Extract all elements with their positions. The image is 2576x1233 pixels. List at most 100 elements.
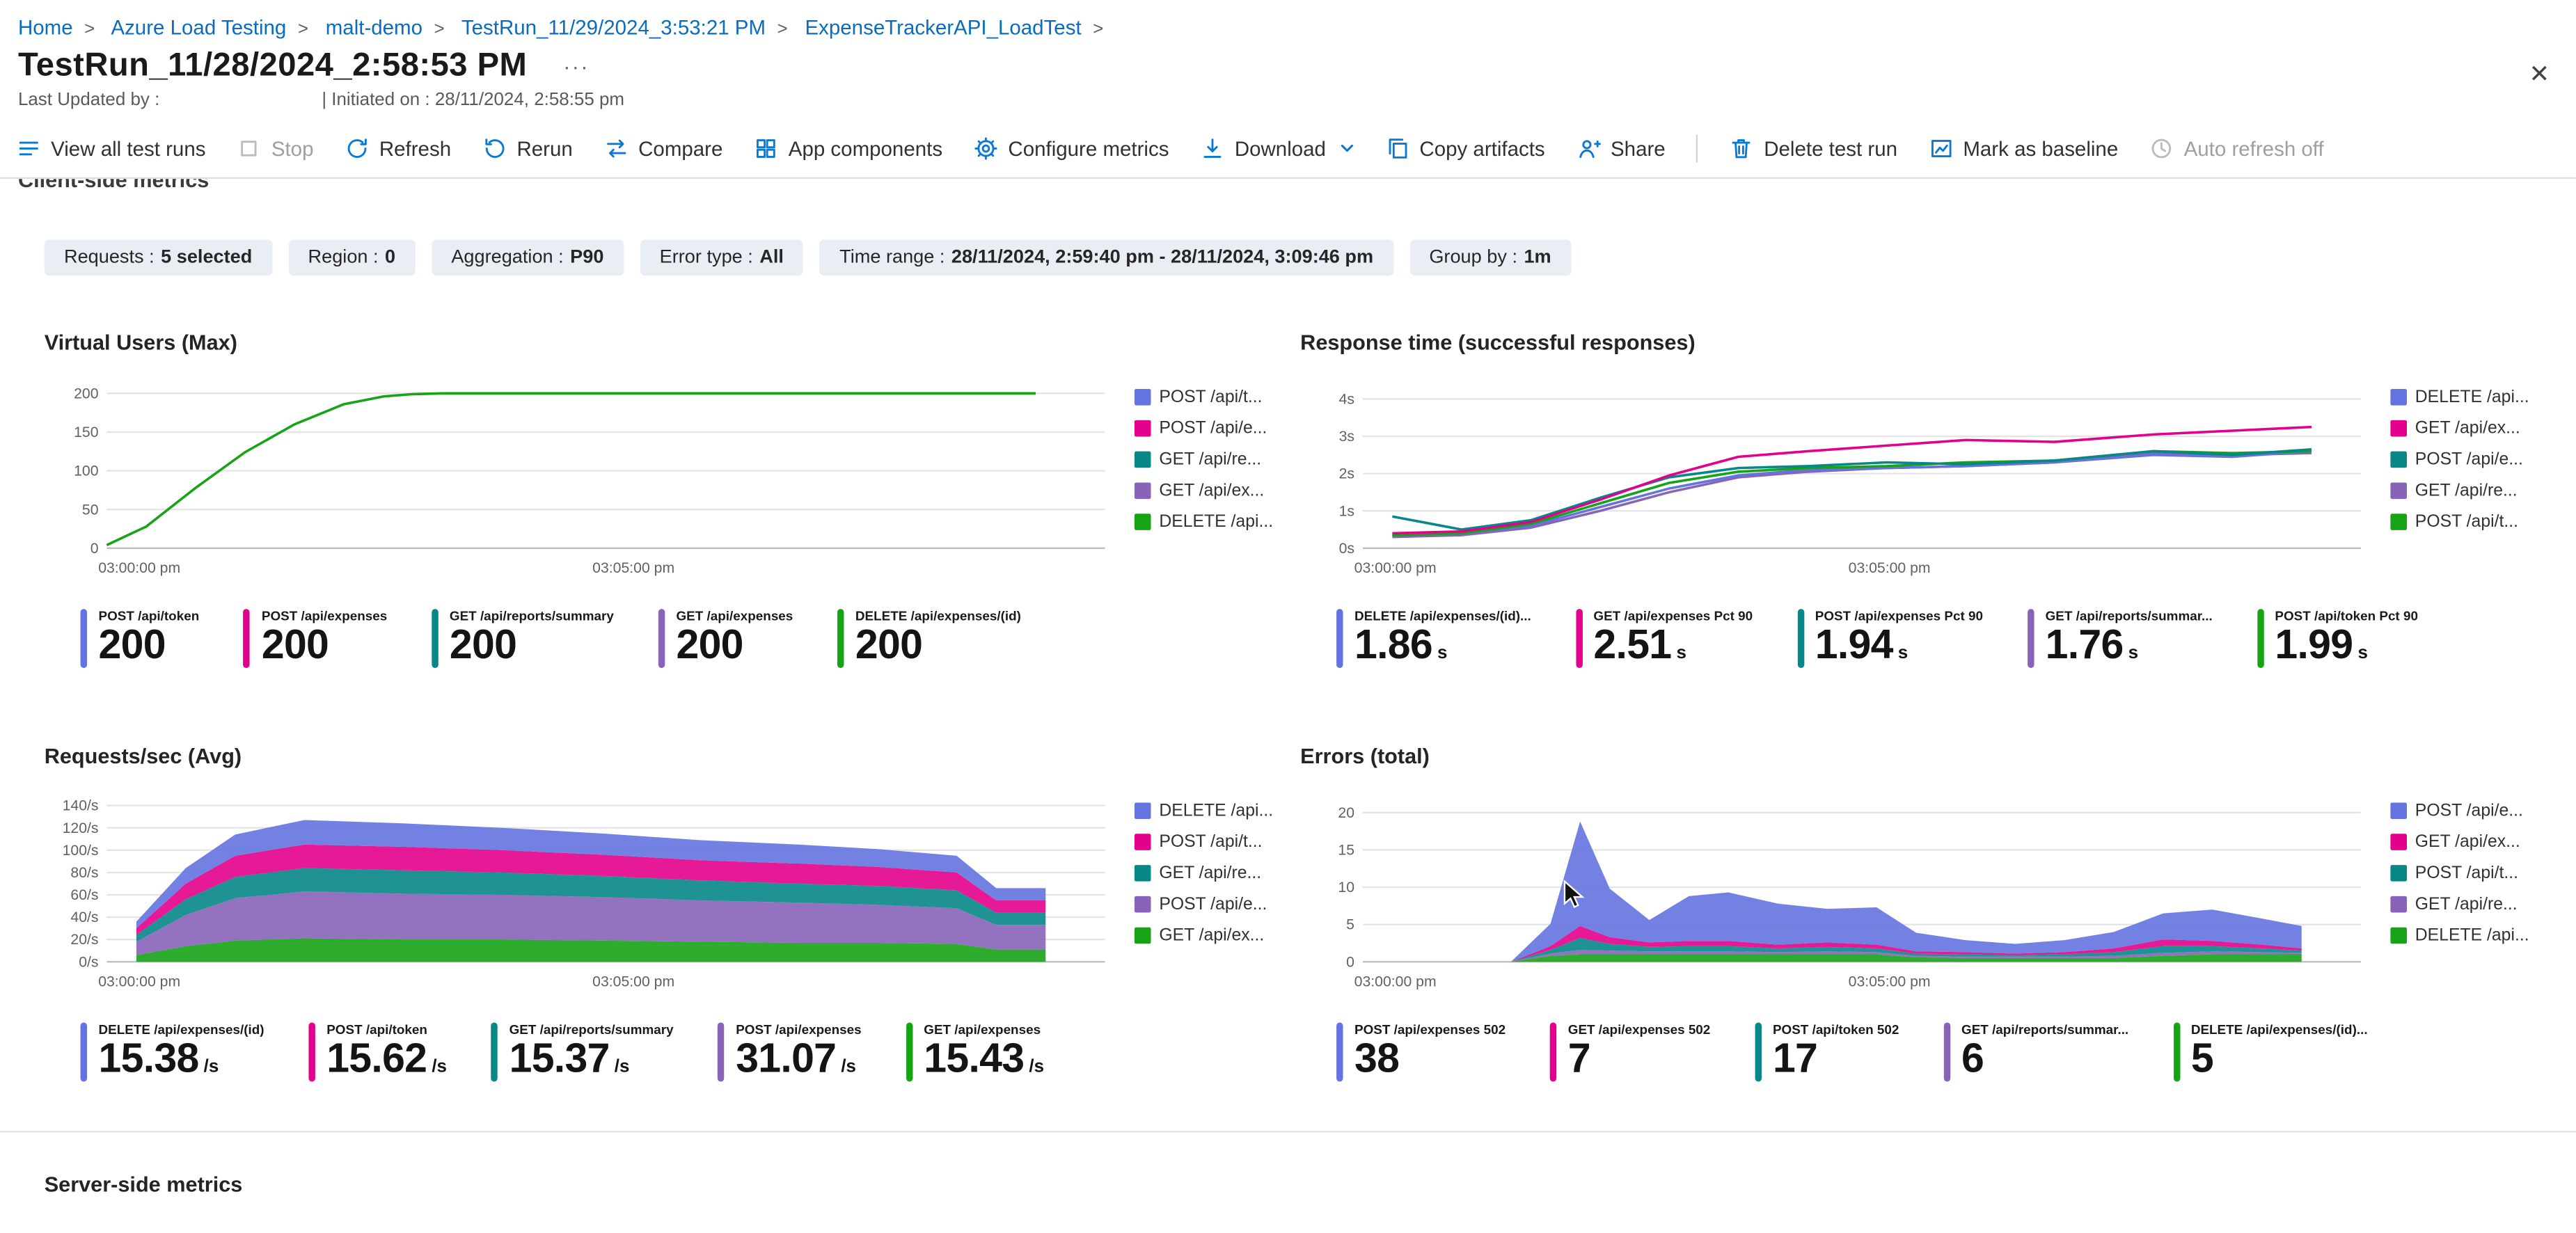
legend-swatch-icon [2390, 896, 2408, 913]
svg-text:120/s: 120/s [63, 820, 99, 836]
gear-icon [974, 136, 998, 161]
legend-item[interactable]: POST /api/e... [2390, 450, 2529, 470]
download-button[interactable]: Download [1199, 132, 1355, 166]
metric-stat-card: DELETE /api/expenses/(id)... 1.86 s [1336, 609, 1531, 669]
legend-swatch-icon [2390, 451, 2408, 468]
svg-text:100: 100 [74, 463, 98, 479]
legend-item[interactable]: GET /api/ex... [2390, 418, 2529, 438]
legend-item[interactable]: DELETE /api... [1134, 512, 1273, 532]
requests-per-sec-chart-block: Requests/sec (Avg) 0/s 20/s 40/s 60/s 80/s 10… [44, 743, 1273, 1082]
compare-button[interactable]: Compare [602, 132, 725, 166]
share-button[interactable]: Share [1574, 132, 1667, 166]
more-options-button[interactable]: ··· [563, 54, 590, 79]
legend-swatch-icon [1134, 834, 1151, 850]
response-time-chart-block: Response time (successful responses) 0s 1… [1267, 330, 2543, 669]
legend-swatch-icon [1134, 482, 1151, 500]
requests-per-sec-plot[interactable]: 0/s 20/s 40/s 60/s 80/s 100/s 120/s 140/s 03:00:… [45, 788, 1112, 1001]
response-time-plot[interactable]: 0s 1s 2s 3s 4s 03:00:00 pm 03:05:00 pm [1300, 374, 2367, 588]
configure-metrics-button[interactable]: Configure metrics [972, 132, 1171, 166]
legend-swatch-icon [1134, 420, 1151, 437]
compare-arrows-icon [604, 136, 629, 161]
chart-title: Virtual Users (Max) [44, 330, 237, 355]
filter-pill[interactable]: Time range :28/11/2024, 2:59:40 pm - 28/… [819, 239, 1393, 276]
app-components-button[interactable]: App components [752, 132, 945, 166]
metric-stat-card: POST /api/expenses Pct 90 1.94 s [1796, 609, 1983, 669]
legend-item[interactable]: POST /api/t... [2390, 864, 2529, 883]
metric-stat-card: POST /api/expenses 502 38 [1336, 1022, 1506, 1082]
copy-artifacts-button[interactable]: Copy artifacts [1384, 132, 1547, 166]
legend-item[interactable]: GET /api/ex... [1134, 925, 1273, 946]
stop-button[interactable]: Stop [235, 132, 315, 166]
legend-item[interactable]: POST /api/t... [1134, 832, 1273, 852]
breadcrumb-segment: ExpenseTrackerAPI_LoadTest > [805, 17, 1114, 40]
stat-color-bar [1336, 609, 1343, 669]
rerun-button[interactable]: Rerun [481, 132, 575, 166]
legend-item[interactable]: POST /api/t... [1134, 388, 1273, 407]
errors-plot[interactable]: 0 5 10 15 20 03:00:00 pm 03:05:00 pm [1300, 788, 2367, 1001]
breadcrumb-link[interactable]: TestRun_11/29/2024_3:53:21 PM [461, 16, 766, 40]
legend-item[interactable]: DELETE /api... [1134, 801, 1273, 820]
breadcrumb-link[interactable]: Home [17, 16, 73, 40]
svg-text:15: 15 [1338, 843, 1354, 859]
legend-item[interactable]: GET /api/ex... [1134, 481, 1273, 500]
breadcrumb-separator: > [84, 19, 95, 40]
virtual-users-plot[interactable]: 0 50 100 150 200 03:00:00 pm 03:05:00 pm [45, 374, 1112, 588]
svg-text:0/s: 0/s [79, 954, 98, 970]
metric-stat-card: POST /api/expenses 31.07/s [718, 1022, 862, 1082]
view-all-test-runs-button[interactable]: View all test runs [15, 132, 207, 166]
legend-swatch-icon [1134, 927, 1151, 944]
filter-pill[interactable]: Requests :5 selected [44, 239, 272, 276]
refresh-button[interactable]: Refresh [343, 132, 453, 166]
breadcrumb-link[interactable]: ExpenseTrackerAPI_LoadTest [805, 16, 1082, 40]
svg-text:03:05:00 pm: 03:05:00 pm [592, 974, 674, 990]
legend-item[interactable]: GET /api/ex... [2390, 832, 2529, 852]
metric-stat-card: POST /api/token Pct 90 1.99 s [2257, 609, 2418, 669]
svg-text:3s: 3s [1339, 429, 1354, 445]
legend-item[interactable]: DELETE /api... [2390, 388, 2529, 407]
auto-refresh-off-button[interactable]: Auto refresh off [2148, 132, 2325, 166]
filter-pill[interactable]: Aggregation : P90 [432, 239, 624, 276]
legend-item[interactable]: POST /api/e... [2390, 801, 2529, 820]
metric-stats-row: POST /api/expenses 502 38 GET /api/expen… [1300, 1022, 2543, 1082]
stat-color-bar [658, 609, 665, 669]
metric-stat-card: DELETE /api/expenses/(id) 200 [837, 609, 1021, 669]
filter-pill[interactable]: Group by :1m [1409, 239, 1571, 276]
title-bar: TestRun_11/28/2024_2:58:53 PM ··· [0, 47, 2576, 85]
legend-swatch-icon [1134, 802, 1151, 820]
stat-color-bar [1796, 609, 1804, 669]
command-bar: View all test runs Stop Refresh Rerun Co… [0, 122, 2576, 180]
breadcrumb-link[interactable]: malt-demo [325, 16, 423, 40]
legend-item[interactable]: POST /api/e... [1134, 895, 1273, 914]
filter-pill[interactable]: Region :0 [288, 239, 416, 276]
download-icon [1200, 136, 1224, 161]
stat-color-bar [837, 609, 844, 669]
svg-text:03:00:00 pm: 03:00:00 pm [1354, 974, 1437, 990]
close-icon[interactable]: ✕ [2526, 56, 2553, 92]
chart-title: Requests/sec (Avg) [44, 743, 242, 768]
svg-text:0: 0 [1346, 954, 1354, 970]
svg-text:60/s: 60/s [70, 887, 98, 903]
metric-stat-card: POST /api/token 200 [80, 609, 199, 669]
metric-stat-card: GET /api/expenses 15.43/s [906, 1022, 1044, 1082]
delete-test-run-button[interactable]: Delete test run [1728, 132, 1899, 166]
legend-item[interactable]: GET /api/re... [2390, 895, 2529, 914]
legend-item[interactable]: POST /api/e... [1134, 418, 1273, 438]
svg-text:03:05:00 pm: 03:05:00 pm [1849, 974, 1931, 990]
metric-stats-row: DELETE /api/expenses/(id) 15.38/s POST /… [45, 1022, 1267, 1082]
legend-item[interactable]: GET /api/re... [1134, 864, 1273, 883]
stat-color-bar [308, 1022, 315, 1082]
legend-swatch-icon [1134, 389, 1151, 406]
legend-item[interactable]: GET /api/re... [1134, 450, 1273, 470]
legend-item[interactable]: POST /api/t... [2390, 512, 2529, 532]
mark-as-baseline-button[interactable]: Mark as baseline [1927, 132, 2119, 166]
metric-stat-card: POST /api/token 502 17 [1755, 1022, 1899, 1082]
svg-text:100/s: 100/s [63, 843, 99, 859]
legend-swatch-icon [2390, 482, 2408, 500]
stat-color-bar [243, 609, 251, 669]
legend-item[interactable]: DELETE /api... [2390, 925, 2529, 946]
filter-pill[interactable]: Error type : All [640, 239, 804, 276]
legend-item[interactable]: GET /api/re... [2390, 481, 2529, 500]
chart-legend: POST /api/e... GET /api/ex... POST /api/… [2390, 788, 2529, 957]
breadcrumb-link[interactable]: Azure Load Testing [111, 16, 287, 40]
